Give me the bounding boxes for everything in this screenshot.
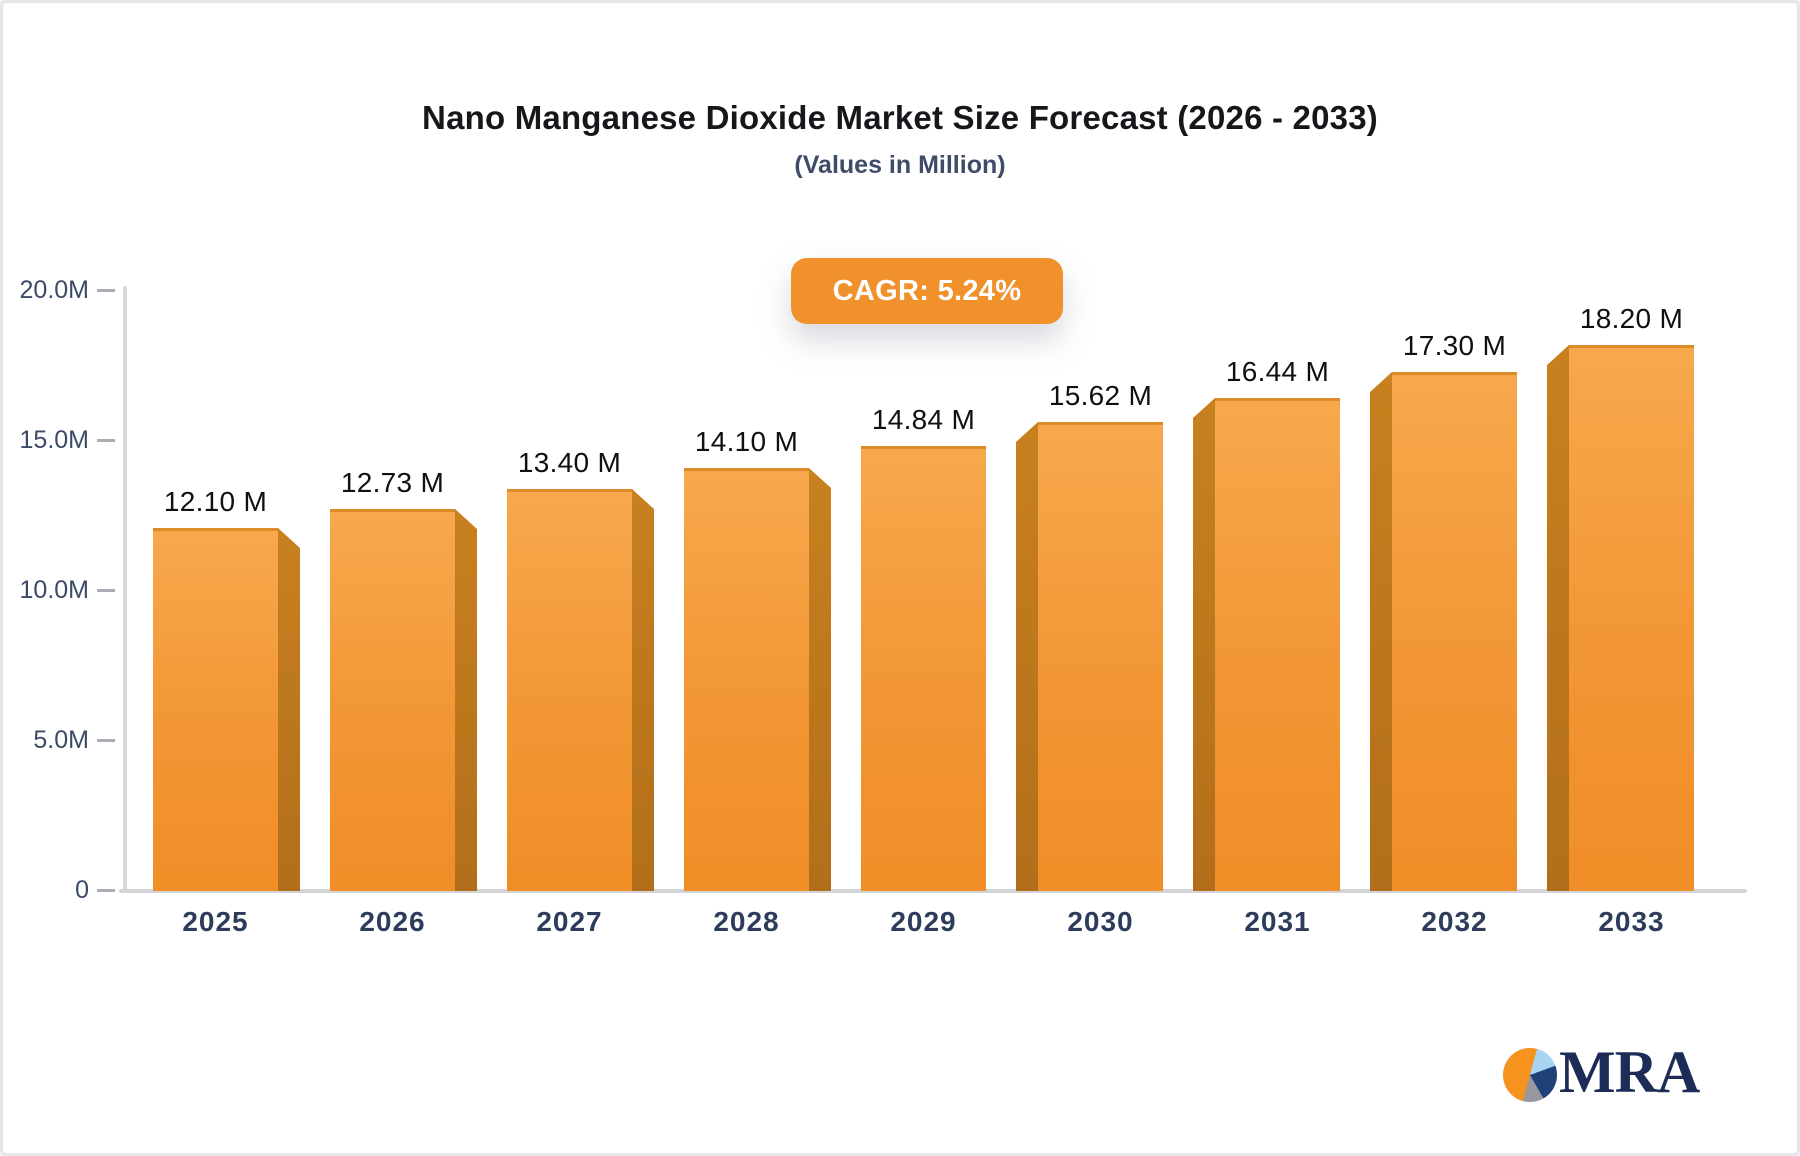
cagr-badge-label: CAGR: 5.24% bbox=[832, 274, 1022, 307]
x-tick-label: 2030 bbox=[1067, 906, 1134, 937]
x-tick-label: 2033 bbox=[1598, 906, 1665, 937]
y-tick-dash bbox=[97, 439, 115, 442]
bar-value-label: 14.84 M bbox=[871, 404, 976, 435]
bar-2027 bbox=[507, 489, 632, 891]
y-tick-label: 5.0M bbox=[33, 726, 89, 754]
bar-side-face bbox=[632, 489, 654, 891]
bar-2032 bbox=[1392, 372, 1517, 891]
bar-value-label: 12.73 M bbox=[340, 467, 445, 498]
bar-value-label: 14.10 M bbox=[694, 426, 799, 457]
x-tick-label: 2026 bbox=[359, 906, 426, 937]
bar-side-face bbox=[1370, 372, 1392, 891]
x-axis-line bbox=[119, 889, 1747, 893]
y-tick-label: 10.0M bbox=[19, 576, 89, 604]
bar-side-face bbox=[809, 468, 831, 891]
bar-side-face bbox=[1016, 422, 1038, 891]
bar-2029 bbox=[861, 446, 986, 891]
y-tick-label: 15.0M bbox=[19, 426, 89, 454]
bar-value-label: 16.44 M bbox=[1225, 356, 1330, 387]
y-tick-label: 0 bbox=[75, 876, 89, 904]
y-tick-dash bbox=[97, 589, 115, 592]
y-tick-label: 20.0M bbox=[19, 276, 89, 304]
y-tick-dash bbox=[97, 289, 115, 292]
x-tick-label: 2027 bbox=[536, 906, 603, 937]
x-tick-label: 2025 bbox=[182, 906, 249, 937]
bar-2028 bbox=[684, 468, 809, 891]
bar-value-label: 17.30 M bbox=[1402, 330, 1507, 361]
bar-value-label: 15.62 M bbox=[1048, 380, 1153, 411]
bar-2033 bbox=[1569, 345, 1694, 891]
bar-side-face bbox=[1193, 398, 1215, 891]
y-axis-line bbox=[123, 286, 127, 893]
y-tick-dash bbox=[97, 889, 115, 892]
bar-side-face bbox=[1547, 345, 1569, 891]
bar-value-label: 12.10 M bbox=[163, 486, 268, 517]
bar-2030 bbox=[1038, 422, 1163, 891]
mra-logo-text: MRA bbox=[1559, 1039, 1700, 1105]
x-tick-label: 2028 bbox=[713, 906, 780, 937]
mra-logo: MRA bbox=[1503, 1037, 1713, 1107]
bar-value-label: 18.20 M bbox=[1579, 303, 1684, 334]
x-tick-label: 2029 bbox=[890, 906, 957, 937]
bar-side-face bbox=[455, 509, 477, 891]
cagr-badge: CAGR: 5.24% bbox=[791, 258, 1063, 324]
chart-subtitle: (Values in Million) bbox=[794, 151, 1006, 179]
x-tick-label: 2032 bbox=[1421, 906, 1488, 937]
y-tick-dash bbox=[97, 739, 115, 742]
pie-chart-icon bbox=[1503, 1048, 1557, 1102]
bar-2025 bbox=[153, 528, 278, 891]
bar-side-face bbox=[278, 528, 300, 891]
bar-value-label: 13.40 M bbox=[517, 447, 622, 478]
bar-2031 bbox=[1215, 398, 1340, 891]
chart-title: Nano Manganese Dioxide Market Size Forec… bbox=[422, 99, 1378, 136]
x-tick-label: 2031 bbox=[1244, 906, 1311, 937]
bar-2026 bbox=[330, 509, 455, 891]
